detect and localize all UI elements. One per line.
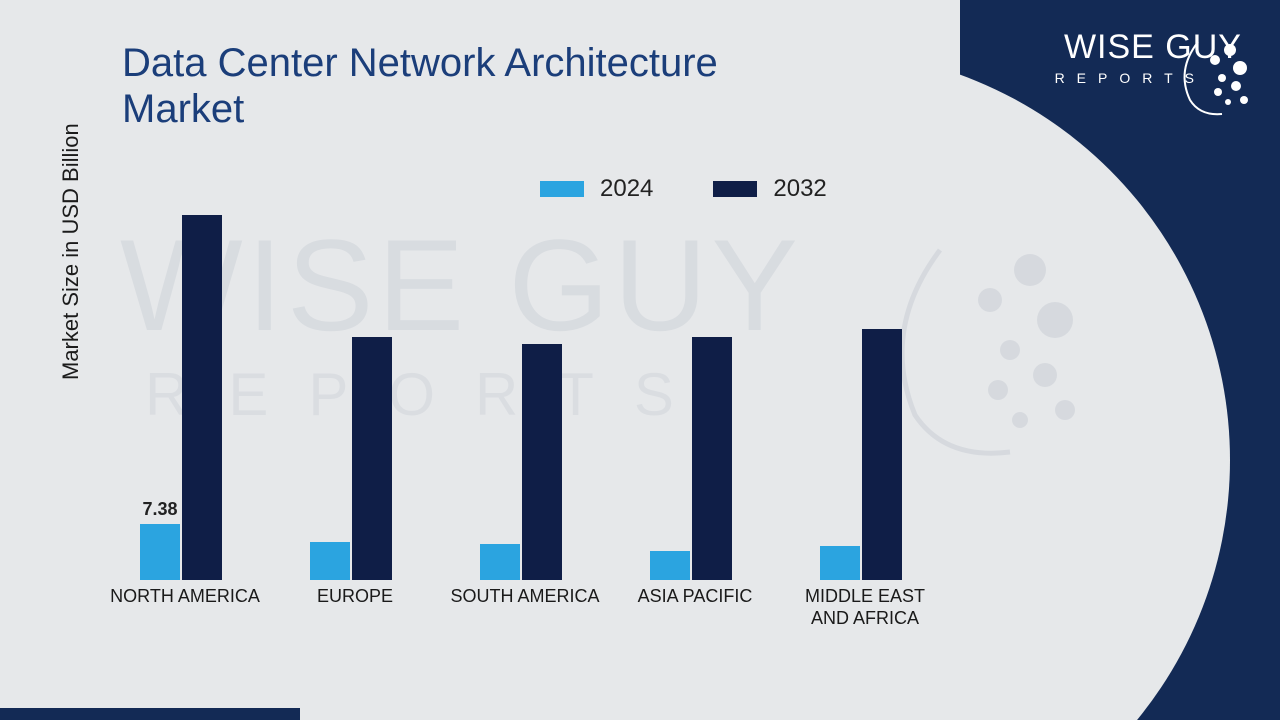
legend: 2024 2032: [540, 175, 827, 203]
category-label: SOUTH AMERICA: [450, 586, 600, 608]
bar-series-a: [820, 546, 860, 580]
legend-swatch-b: [713, 181, 757, 197]
legend-label-a: 2024: [600, 175, 653, 203]
bar-chart-plot: NORTH AMERICA7.38EUROPESOUTH AMERICAASIA…: [100, 200, 960, 580]
category-label: ASIA PACIFIC: [620, 586, 770, 608]
bar-series-b: [352, 337, 392, 580]
category-label: MIDDLE EAST AND AFRICA: [790, 586, 940, 629]
legend-swatch-a: [540, 181, 584, 197]
footer-accent-bar: [0, 708, 300, 720]
bar-series-a: [310, 542, 350, 580]
value-label: 7.38: [130, 499, 190, 520]
bar-series-a: [650, 551, 690, 580]
bar-series-a: [140, 524, 180, 580]
category-label: NORTH AMERICA: [110, 586, 260, 608]
bar-series-b: [862, 329, 902, 580]
legend-item-2024: 2024: [540, 175, 653, 203]
bar-series-b: [182, 215, 222, 580]
legend-item-2032: 2032: [713, 175, 826, 203]
legend-label-b: 2032: [773, 175, 826, 203]
category-label: EUROPE: [280, 586, 430, 608]
brand-head-icon: [1170, 30, 1260, 120]
bar-series-a: [480, 544, 520, 580]
chart-title: Data Center Network Architecture Market: [122, 40, 842, 132]
bar-series-b: [522, 344, 562, 580]
bar-series-b: [692, 337, 732, 580]
y-axis-label: Market Size in USD Billion: [58, 123, 84, 380]
